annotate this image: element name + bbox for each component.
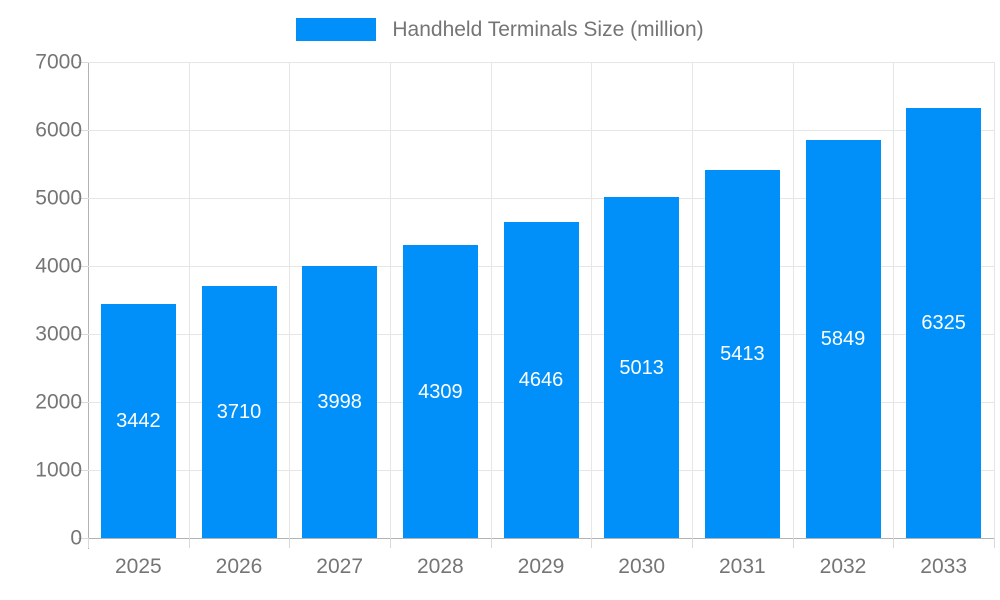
y-axis-label: 3000 [35,322,82,346]
x-axis-label: 2031 [718,555,766,578]
legend-item[interactable]: Handheld Terminals Size (million) [296,18,704,41]
x-axis-line [78,538,994,539]
bar-value-label: 3710 [216,400,262,423]
y-axis-label: 7000 [35,50,82,74]
y-axis-tick [78,334,88,335]
bar-value-label: 3998 [317,391,362,414]
x-axis-tick [893,538,895,548]
x-axis-tick [591,538,593,548]
x-axis-tick [390,538,391,548]
y-axis-tick [78,538,88,539]
x-axis-tick [88,538,89,548]
bar-value-label: 4646 [518,369,564,392]
v-gridline [490,62,492,538]
bar[interactable]: 3710 [201,285,277,538]
bar[interactable]: 6325 [906,107,982,538]
x-axis-label: 2026 [215,555,263,578]
y-axis-tick [78,470,88,471]
v-gridline [289,62,291,538]
y-axis-label: 6000 [35,118,82,142]
bar-value-label: 4309 [418,380,463,403]
y-axis-label: 5000 [35,186,82,210]
x-axis-label: 2032 [819,555,867,578]
v-gridline [994,62,995,538]
y-axis-label: 2000 [35,390,82,414]
bar-value-label: 5013 [619,356,664,379]
y-axis-tick [78,62,88,63]
bar[interactable]: 5413 [704,169,780,538]
bar[interactable]: 5013 [604,197,680,538]
x-axis-label: 2030 [618,555,666,578]
x-axis-tick [490,538,492,548]
legend: Handheld Terminals Size (million) [0,18,1000,41]
v-gridline [390,62,391,538]
bar[interactable]: 4309 [402,245,478,538]
bar-value-label: 5413 [720,342,765,365]
x-axis-tick [692,538,693,548]
y-axis-tick [78,266,88,267]
y-axis-label: 4000 [35,254,82,278]
y-axis-tick [78,130,88,131]
legend-swatch-icon [296,18,377,41]
x-axis-label: 2028 [416,555,464,578]
x-axis-tick [188,538,190,548]
bar[interactable]: 3998 [302,266,378,538]
x-axis-label: 2029 [517,555,565,578]
x-axis-tick [994,538,995,548]
v-gridline [792,62,794,538]
bar-value-label: 6325 [921,311,966,334]
x-axis-label: 2027 [316,555,364,578]
x-axis-tick [289,538,291,548]
x-axis-tick [792,538,794,548]
y-axis-label: 1000 [35,458,82,482]
plot-area: 3442 3710 3998 4309 4646 5013 5413 5849 6325 [78,62,995,548]
bar[interactable]: 3442 [100,303,176,538]
h-gridline [88,62,994,63]
y-axis-line [88,62,89,549]
v-gridline [893,62,895,538]
x-axis-label: 2033 [920,555,968,578]
bar-value-label: 3442 [116,409,161,432]
bar-value-label: 5849 [820,328,866,351]
y-axis-label: 0 [70,526,82,550]
v-gridline [188,62,190,538]
legend-label: Handheld Terminals Size (million) [392,18,704,41]
h-gridline [88,130,994,131]
bar[interactable]: 4646 [503,222,579,538]
x-axis-label: 2025 [114,555,162,578]
bar[interactable]: 5849 [805,140,881,538]
h-gridline [88,198,994,199]
v-gridline [591,62,593,538]
y-axis-tick [78,198,88,199]
y-axis-tick [78,402,88,403]
v-gridline [692,62,693,538]
